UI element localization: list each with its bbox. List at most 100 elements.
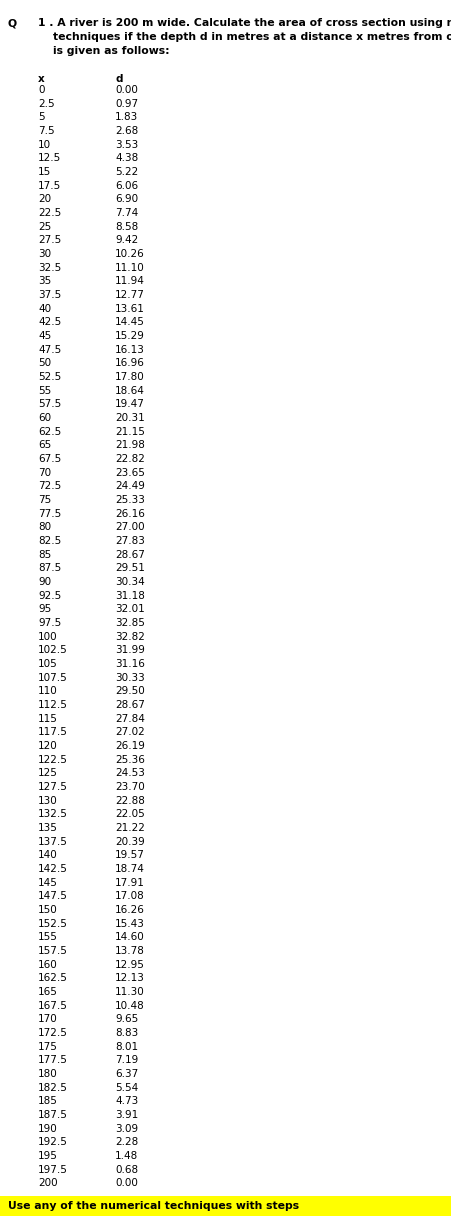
Text: 12.13: 12.13 [115,973,145,984]
Text: 145: 145 [38,878,58,888]
Text: 190: 190 [38,1124,58,1133]
Text: 22.05: 22.05 [115,810,145,820]
Text: 122.5: 122.5 [38,755,68,765]
Text: 195: 195 [38,1152,58,1161]
Text: 11.94: 11.94 [115,276,145,286]
Text: 70: 70 [38,468,51,478]
Text: 77.5: 77.5 [38,508,61,519]
Text: 157.5: 157.5 [38,946,68,956]
Text: 17.91: 17.91 [115,878,145,888]
Text: 12.5: 12.5 [38,153,61,163]
Text: 152.5: 152.5 [38,918,68,929]
Text: d: d [115,74,123,84]
Text: 125: 125 [38,769,58,778]
Text: 8.58: 8.58 [115,221,138,232]
Text: 9.42: 9.42 [115,236,138,246]
Text: 37.5: 37.5 [38,289,61,300]
Text: 17.08: 17.08 [115,891,145,901]
Text: 20.31: 20.31 [115,413,145,423]
Text: 45: 45 [38,331,51,340]
Text: 0.00: 0.00 [115,85,138,95]
Text: 160: 160 [38,959,58,969]
Text: 30.33: 30.33 [115,672,145,682]
Text: 17.5: 17.5 [38,181,61,191]
Text: 21.15: 21.15 [115,427,145,437]
Text: 180: 180 [38,1069,58,1079]
Text: 20: 20 [38,195,51,204]
Text: 16.13: 16.13 [115,344,145,355]
Text: 20.39: 20.39 [115,837,145,846]
Text: Q: Q [8,18,17,28]
Text: 1 . A river is 200 m wide. Calculate the area of cross section using numerical: 1 . A river is 200 m wide. Calculate the… [38,18,451,28]
Text: 150: 150 [38,905,58,914]
Text: 97.5: 97.5 [38,618,61,627]
Text: 162.5: 162.5 [38,973,68,984]
Text: 137.5: 137.5 [38,837,68,846]
Text: 14.60: 14.60 [115,933,145,942]
Text: 72.5: 72.5 [38,482,61,491]
Text: Use any of the numerical techniques with steps: Use any of the numerical techniques with… [8,1201,299,1211]
Text: 177.5: 177.5 [38,1055,68,1065]
Text: 10.26: 10.26 [115,249,145,259]
Text: 187.5: 187.5 [38,1110,68,1120]
Text: 0: 0 [38,85,45,95]
Text: 7.19: 7.19 [115,1055,138,1065]
Text: 35: 35 [38,276,51,286]
Text: 25.33: 25.33 [115,495,145,505]
Text: 50: 50 [38,359,51,368]
Text: 17.80: 17.80 [115,372,145,382]
Text: 175: 175 [38,1042,58,1052]
Text: 13.61: 13.61 [115,304,145,314]
Text: 132.5: 132.5 [38,810,68,820]
Text: 5.54: 5.54 [115,1082,138,1093]
Text: 105: 105 [38,659,58,669]
Text: 2.5: 2.5 [38,98,55,108]
Text: 31.18: 31.18 [115,591,145,601]
Text: 12.95: 12.95 [115,959,145,969]
Text: 21.22: 21.22 [115,823,145,833]
Text: 15: 15 [38,167,51,178]
Text: 65: 65 [38,440,51,450]
Text: 31.16: 31.16 [115,659,145,669]
Text: 127.5: 127.5 [38,782,68,792]
Text: 31.99: 31.99 [115,646,145,655]
Text: 172.5: 172.5 [38,1028,68,1038]
Text: techniques if the depth d in metres at a distance x metres from one bank: techniques if the depth d in metres at a… [38,32,451,43]
Text: 92.5: 92.5 [38,591,61,601]
Text: 6.06: 6.06 [115,181,138,191]
Text: 32.85: 32.85 [115,618,145,627]
Text: 197.5: 197.5 [38,1165,68,1175]
Text: 165: 165 [38,987,58,997]
Text: 10: 10 [38,140,51,150]
Text: 27.5: 27.5 [38,236,61,246]
Text: 27.02: 27.02 [115,727,145,737]
Text: 16.96: 16.96 [115,359,145,368]
Text: 3.09: 3.09 [115,1124,138,1133]
Text: 182.5: 182.5 [38,1082,68,1093]
Text: 22.82: 22.82 [115,454,145,465]
Text: 27.00: 27.00 [115,523,145,533]
Text: 10.48: 10.48 [115,1001,145,1010]
Text: 57.5: 57.5 [38,399,61,410]
Text: 155: 155 [38,933,58,942]
Text: 5: 5 [38,112,45,123]
Text: 8.01: 8.01 [115,1042,138,1052]
Text: 25: 25 [38,221,51,232]
Text: 112.5: 112.5 [38,700,68,710]
Text: 22.5: 22.5 [38,208,61,218]
Text: 26.19: 26.19 [115,741,145,751]
Text: 18.64: 18.64 [115,385,145,395]
Text: 23.70: 23.70 [115,782,145,792]
Text: 21.98: 21.98 [115,440,145,450]
Text: 192.5: 192.5 [38,1137,68,1148]
Text: 115: 115 [38,714,58,724]
Text: 170: 170 [38,1014,58,1024]
Text: 29.50: 29.50 [115,686,145,697]
Text: 12.77: 12.77 [115,289,145,300]
Text: 2.28: 2.28 [115,1137,138,1148]
Text: 23.65: 23.65 [115,468,145,478]
Bar [0,1197,451,1216]
Text: 29.51: 29.51 [115,563,145,573]
Text: 3.53: 3.53 [115,140,138,150]
Text: 90: 90 [38,578,51,587]
